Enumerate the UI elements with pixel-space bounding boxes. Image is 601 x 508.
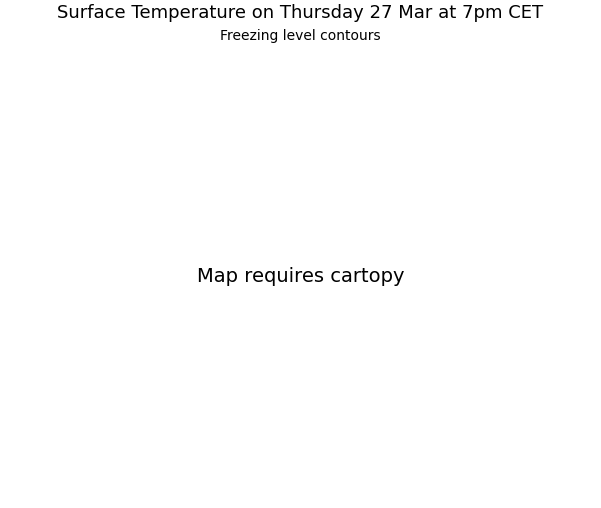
Text: Freezing level contours: Freezing level contours — [220, 28, 381, 43]
Text: Surface Temperature on Thursday 27 Mar at 7pm CET: Surface Temperature on Thursday 27 Mar a… — [58, 4, 543, 22]
Text: Map requires cartopy: Map requires cartopy — [197, 267, 404, 287]
